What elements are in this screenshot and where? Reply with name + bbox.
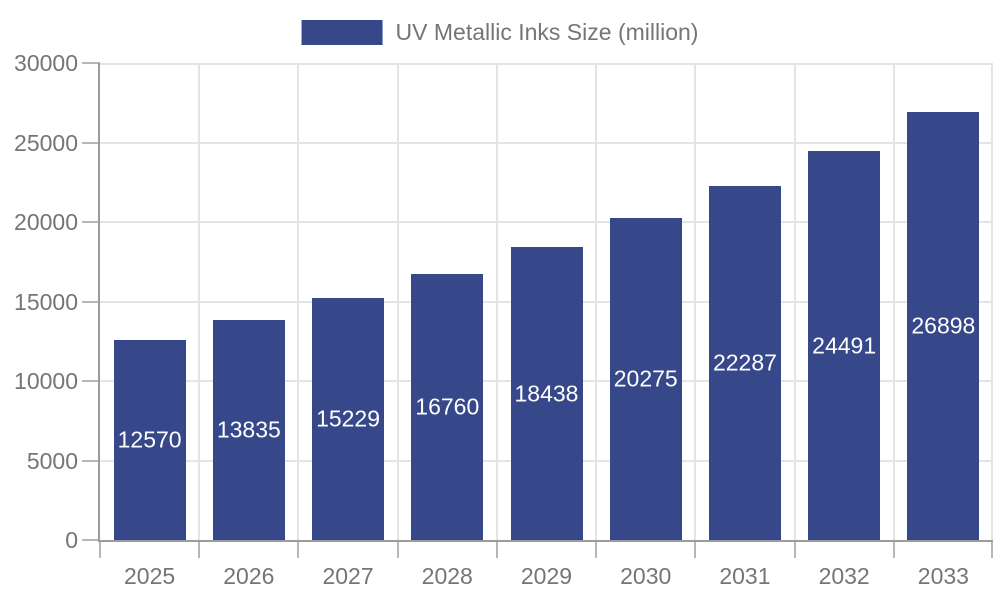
y-axis-line: [98, 63, 100, 542]
x-tick: [198, 542, 201, 558]
plot-border-top: [100, 63, 993, 65]
x-tick: [595, 542, 598, 558]
y-tick: [82, 62, 100, 64]
bar: 18438: [510, 247, 583, 540]
y-tick: [82, 300, 100, 303]
bar: 22287: [708, 186, 781, 540]
v-gridline: [793, 63, 796, 540]
bar-value-label: 26898: [911, 312, 976, 339]
bar-value-label: 24491: [812, 332, 877, 358]
bar-value-label: 15229: [316, 405, 381, 432]
legend[interactable]: UV Metallic Inks Size (million): [301, 18, 699, 46]
bar: 13835: [212, 320, 285, 540]
x-tick: [694, 542, 697, 558]
bar: 26898: [907, 112, 980, 540]
legend-label: UV Metallic Inks Size (million): [395, 19, 699, 45]
x-axis-line: [98, 540, 993, 542]
y-tick: [82, 380, 100, 382]
bar: 12570: [113, 340, 186, 540]
bar-value-label: 20275: [613, 365, 678, 392]
v-gridline: [198, 63, 201, 540]
v-gridline: [495, 63, 498, 540]
v-gridline: [595, 63, 598, 540]
y-tick: [82, 141, 100, 144]
x-tick: [892, 542, 895, 558]
x-tick-label: 2032: [818, 563, 870, 589]
y-tick-label: 5000: [26, 447, 78, 474]
bar-value-label: 13835: [216, 416, 281, 443]
x-tick-label: 2029: [520, 563, 573, 589]
y-tick-label: 25000: [14, 129, 78, 156]
bar: 15229: [312, 298, 385, 540]
y-tick-label: 30000: [14, 50, 78, 76]
x-tick-label: 2026: [223, 563, 275, 589]
h-gridline: [100, 141, 993, 144]
x-tick: [991, 542, 993, 558]
h-gridline: [100, 221, 993, 223]
bar: 24491: [808, 151, 881, 540]
x-tick-label: 2031: [719, 563, 771, 589]
x-tick: [99, 542, 101, 558]
x-tick: [396, 542, 399, 558]
y-tick-label: 15000: [14, 288, 78, 315]
v-gridline: [396, 63, 399, 540]
x-tick: [793, 542, 796, 558]
y-tick: [82, 539, 100, 541]
y-tick-label: 0: [65, 527, 78, 553]
v-gridline: [694, 63, 697, 540]
v-gridline: [297, 63, 300, 540]
x-tick-label: 2030: [620, 563, 672, 589]
x-tick: [495, 542, 498, 558]
x-tick: [297, 542, 300, 558]
y-tick: [82, 221, 100, 223]
y-tick-label: 20000: [14, 209, 78, 235]
bar-value-label: 16760: [415, 393, 480, 420]
v-gridline: [892, 63, 895, 540]
x-tick-label: 2028: [421, 563, 473, 589]
x-tick-label: 2027: [322, 563, 374, 589]
y-tick-label: 10000: [14, 368, 78, 394]
x-tick-label: 2025: [124, 563, 176, 589]
bar-value-label: 12570: [117, 426, 182, 453]
bar: 16760: [411, 274, 484, 540]
legend-swatch: [301, 19, 383, 45]
bar-value-label: 22287: [712, 349, 777, 376]
y-tick: [82, 459, 100, 462]
bar-value-label: 18438: [514, 380, 579, 406]
x-tick-label: 2033: [917, 563, 969, 589]
bar: 20275: [609, 218, 682, 540]
